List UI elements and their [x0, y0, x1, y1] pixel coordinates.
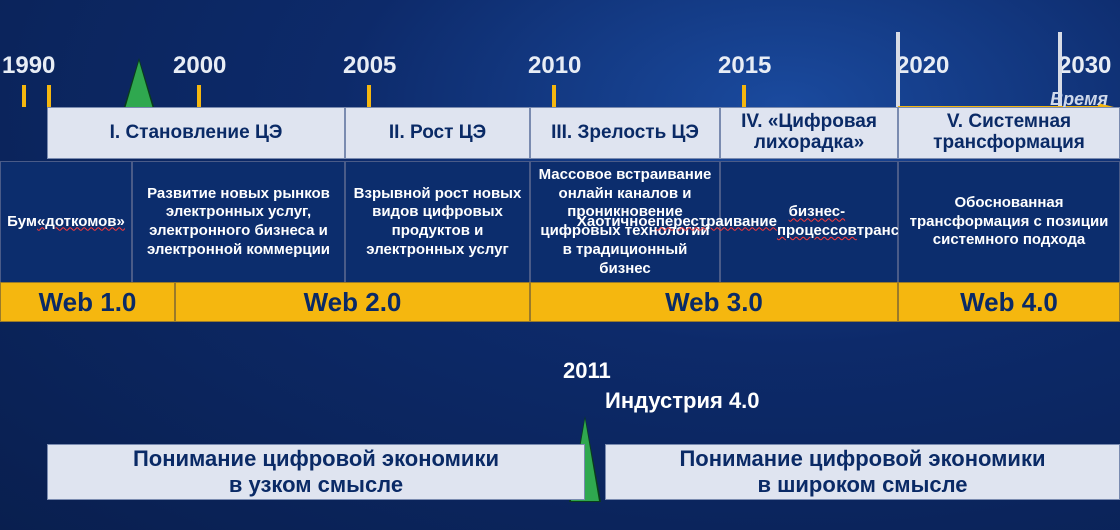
year-label: 2010 — [528, 52, 581, 80]
year-label: 2000 — [173, 52, 226, 80]
year-label: 1990 — [2, 52, 55, 80]
year-tick-short — [367, 85, 371, 107]
understanding-block: Понимание цифровой экономикив широком см… — [605, 444, 1120, 500]
year-label: 2015 — [718, 52, 771, 80]
triangle-marker — [125, 61, 153, 109]
web-era: Web 4.0 — [898, 282, 1120, 322]
year-label: 2020 — [896, 52, 949, 80]
year-tick-short — [552, 85, 556, 107]
event-year: 2011 — [563, 358, 611, 384]
understanding-block: Понимание цифровой экономикив узком смыс… — [47, 444, 585, 500]
year-tick-short — [22, 85, 26, 107]
phase-title: III. Зрелость ЦЭ — [530, 107, 720, 159]
phase-description: Хаотичное перестраивание бизнес-процессо… — [720, 161, 898, 283]
year-tick-short — [197, 85, 201, 107]
phase-title: II. Рост ЦЭ — [345, 107, 530, 159]
phase-title: I. Становление ЦЭ — [47, 107, 345, 159]
year-label: 2030 — [1058, 52, 1111, 80]
phase-title: V. Системная трансформация — [898, 107, 1120, 159]
phase-description: Бум «доткомов» — [0, 161, 132, 283]
web-era: Web 1.0 — [0, 282, 175, 322]
phase-title: IV. «Цифровая лихорадка» — [720, 107, 898, 159]
year-label: 2005 — [343, 52, 396, 80]
web-era: Web 3.0 — [530, 282, 898, 322]
event-title: Индустрия 4.0 — [605, 388, 760, 414]
phase-description: Развитие новых рынков электронных услуг,… — [132, 161, 345, 283]
phase-description: Обоснованная трансформация с позиции сис… — [898, 161, 1120, 283]
web-era: Web 2.0 — [175, 282, 530, 322]
year-tick-short — [742, 85, 746, 107]
year-tick-short — [47, 85, 51, 107]
phase-description: Взрывной рост новых видов цифровых проду… — [345, 161, 530, 283]
year-tick-tall — [896, 32, 900, 107]
